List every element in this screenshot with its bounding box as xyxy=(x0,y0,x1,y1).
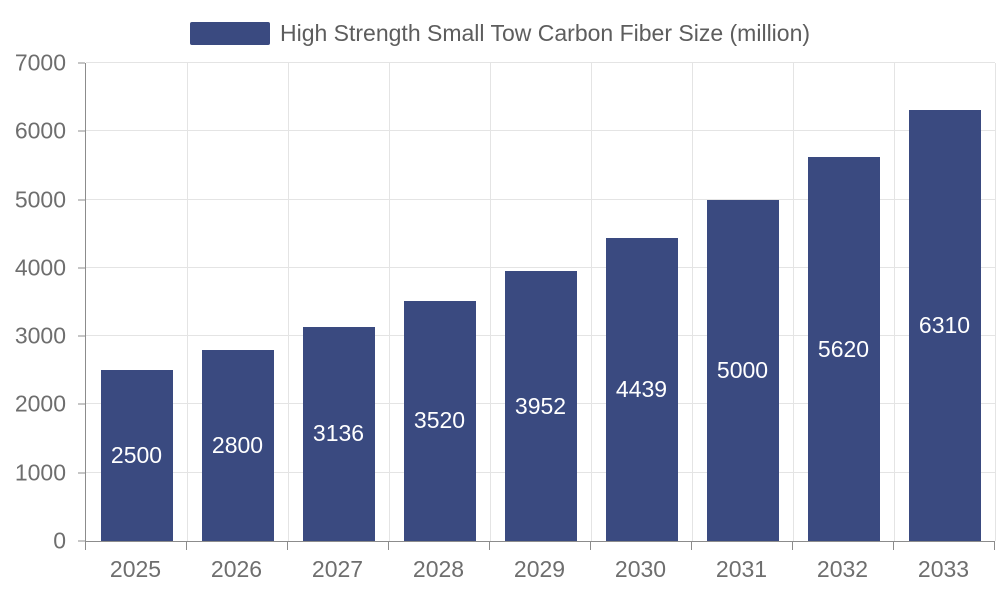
gridline-vertical xyxy=(288,63,289,541)
x-axis-label: 2029 xyxy=(513,556,566,582)
gridline-vertical xyxy=(691,63,693,541)
bar-value-label: 5620 xyxy=(817,335,870,362)
x-axis-tick xyxy=(287,542,288,550)
x-axis-tick xyxy=(994,542,995,550)
gridline-horizontal xyxy=(86,62,995,63)
y-axis: 0 1000 2000 3000 4000 5000 6000 7000 xyxy=(0,50,68,554)
x-axis-tick xyxy=(85,542,86,550)
gridline-vertical xyxy=(995,63,996,541)
bar-2028[interactable]: 3520 xyxy=(403,300,476,541)
bar-2030[interactable]: 4439 xyxy=(605,237,678,541)
legend-item[interactable]: High Strength Small Tow Carbon Fiber Siz… xyxy=(0,19,1000,47)
bar-2027[interactable]: 3136 xyxy=(302,326,375,541)
bar-2033[interactable]: 6310 xyxy=(908,110,981,541)
x-axis-tick xyxy=(893,542,894,550)
bar-2029[interactable]: 3952 xyxy=(504,271,577,541)
bar-value-label: 3136 xyxy=(312,420,365,447)
gridline-vertical xyxy=(187,63,188,541)
x-axis-tick xyxy=(388,542,389,550)
gridline-horizontal xyxy=(86,198,995,200)
y-axis-tick xyxy=(78,199,85,201)
x-axis-label: 2025 xyxy=(109,556,162,582)
y-axis-label: 5000 xyxy=(14,186,66,213)
gridline-vertical xyxy=(793,63,794,541)
gridline-horizontal xyxy=(86,130,995,132)
bar-value-label: 4439 xyxy=(615,375,668,402)
bar-value-label: 6310 xyxy=(918,312,971,339)
bar-value-label: 5000 xyxy=(716,356,769,383)
y-axis-label: 4000 xyxy=(14,254,66,281)
bar-2025[interactable]: 2500 xyxy=(100,370,173,541)
bar-value-label: 2500 xyxy=(110,442,163,469)
x-axis-label: 2030 xyxy=(614,556,667,582)
bar-value-label: 3520 xyxy=(413,407,466,434)
gridline-vertical xyxy=(490,63,491,541)
x-axis-tick xyxy=(792,542,793,550)
gridline-vertical xyxy=(894,63,895,541)
bar-2031[interactable]: 5000 xyxy=(706,199,779,541)
x-axis-label: 2027 xyxy=(311,556,364,582)
y-axis-tick xyxy=(78,267,85,269)
y-axis-tick xyxy=(78,62,85,64)
x-axis-label: 2026 xyxy=(210,556,263,582)
gridline-horizontal xyxy=(86,266,995,268)
x-axis-tick xyxy=(489,542,490,550)
y-axis-tick xyxy=(78,130,85,132)
y-axis-label: 0 xyxy=(53,527,66,554)
gridline-vertical xyxy=(388,63,390,541)
plot-area: 2500 2800 3136 3520 3952 4439 5000 5620 6310 xyxy=(85,62,996,542)
y-axis-label: 1000 xyxy=(14,459,66,486)
x-axis: 2025 2026 2027 2028 2029 2030 2031 2032 2033 xyxy=(85,553,994,585)
y-axis-label: 3000 xyxy=(14,322,66,349)
bar-value-label: 2800 xyxy=(211,431,264,458)
y-axis-tick xyxy=(78,335,85,337)
y-axis-tick xyxy=(78,472,85,474)
y-axis-tick xyxy=(78,540,85,542)
y-axis-label: 6000 xyxy=(14,117,66,144)
legend-swatch xyxy=(189,21,270,45)
gridline-vertical xyxy=(591,63,592,541)
legend-label: High Strength Small Tow Carbon Fiber Siz… xyxy=(279,19,811,46)
x-axis-label: 2033 xyxy=(917,556,970,582)
y-axis-ticks xyxy=(0,62,85,542)
bar-value-label: 3952 xyxy=(514,392,567,419)
x-axis-tick xyxy=(590,542,591,550)
y-axis-tick xyxy=(78,403,85,405)
x-axis-tick xyxy=(691,542,692,550)
x-axis-label: 2028 xyxy=(412,556,465,582)
y-axis-label: 2000 xyxy=(14,390,66,417)
bar-2026[interactable]: 2800 xyxy=(201,349,274,541)
bar-2032[interactable]: 5620 xyxy=(807,157,880,541)
x-axis-label: 2032 xyxy=(816,556,869,582)
x-axis-ticks xyxy=(85,542,995,550)
y-axis-label: 7000 xyxy=(14,49,66,76)
x-axis-label: 2031 xyxy=(715,556,768,582)
x-axis-tick xyxy=(186,542,187,550)
